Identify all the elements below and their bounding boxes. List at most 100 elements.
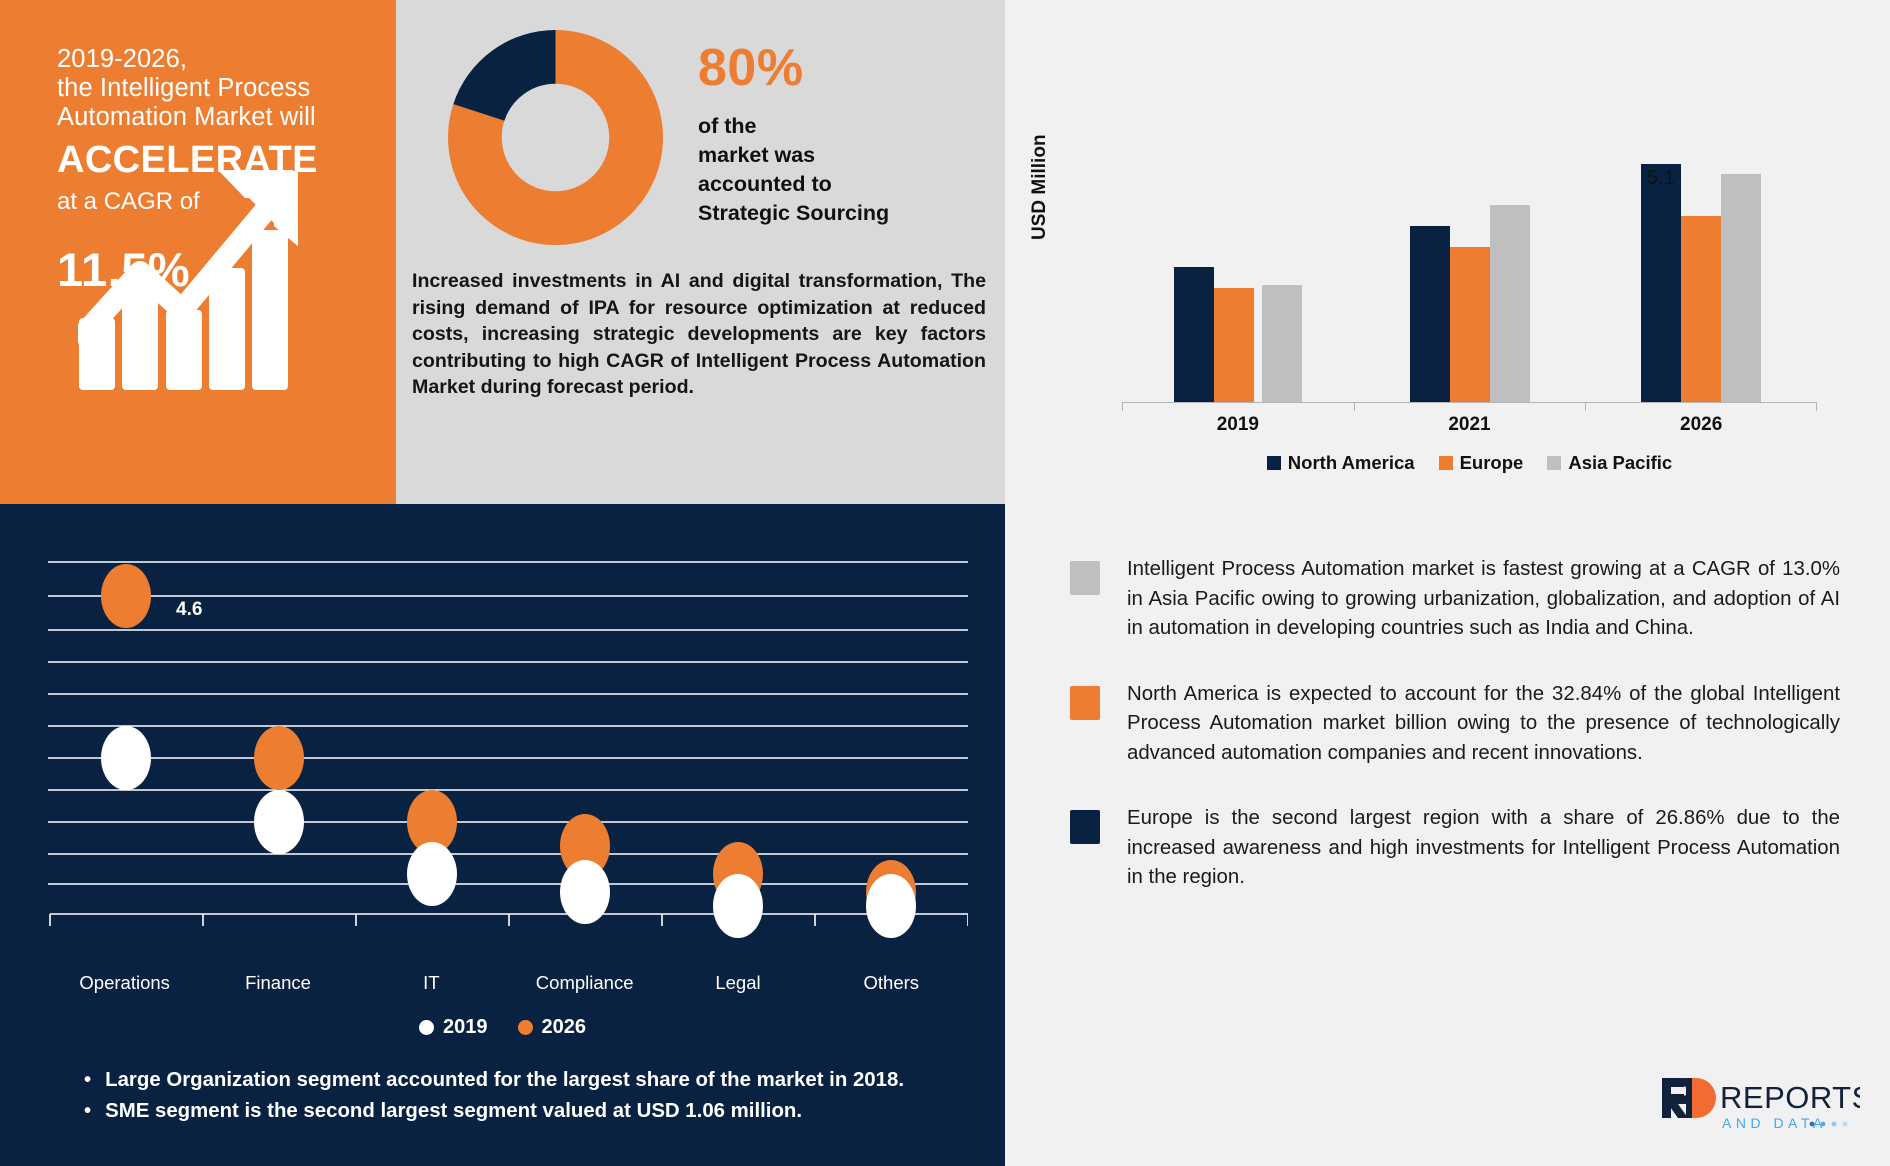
logo-secondary-text: AND DATA xyxy=(1722,1115,1827,1131)
bar-2026-north-america xyxy=(1641,163,1682,402)
regional-bar-chart: USD Million 5.1 xyxy=(1029,112,1837,474)
strategic-sourcing-donut-chart xyxy=(448,30,663,245)
dotplot-category-axis: Operations Finance IT Compliance Legal O… xyxy=(48,972,968,1002)
dotplot-legend-item-2019[interactable]: 2019 xyxy=(419,1016,488,1039)
drivers-paragraph: Increased investments in AI and digital … xyxy=(412,270,986,398)
bar-chart-x-label-2019: 2019 xyxy=(1216,414,1259,435)
bar-chart-x-ticks xyxy=(1122,402,1817,411)
bar-legend-label-north-america: North America xyxy=(1287,452,1415,473)
left-column: 2019-2026, the Intelligent Process Autom… xyxy=(0,0,1005,1166)
bar-legend-item-north-america[interactable]: North America xyxy=(1266,452,1415,474)
list-item: • Large Organization segment accounted f… xyxy=(84,1066,924,1095)
bullet-marker-icon: • xyxy=(84,1099,92,1122)
bar-chart-y-axis-title: USD Million xyxy=(1029,134,1050,240)
bar-legend-item-europe[interactable]: Europe xyxy=(1438,452,1524,474)
donut-panel: 80% of the market was accounted to Strat… xyxy=(396,0,1005,504)
dotplot-legend-label-2026: 2026 xyxy=(541,1016,587,1038)
dot-2026-finance xyxy=(254,726,304,790)
legend-dot-2026-icon xyxy=(517,1020,533,1035)
dot-2019-it xyxy=(407,842,457,906)
dotplot-category-others: Others xyxy=(863,972,920,993)
dot-2026-operations xyxy=(101,564,151,628)
bar-group-2019 xyxy=(1122,112,1354,402)
bar-chart-x-label-2021: 2021 xyxy=(1448,414,1491,435)
bar-2021-north-america xyxy=(1409,225,1450,402)
x-tick-end xyxy=(1816,402,1817,411)
x-tick-start xyxy=(1122,402,1123,411)
bullet-marker-icon: • xyxy=(84,1069,92,1091)
dot-2019-legal xyxy=(713,874,763,938)
dot-2026-it xyxy=(407,790,457,854)
insight-row-north-america: North America is expected to account for… xyxy=(1070,680,1840,769)
dotplot-category-it: IT xyxy=(423,972,440,993)
dotplot-data-label: 4.6 xyxy=(176,599,203,620)
logo-dot-2-icon xyxy=(1820,1121,1826,1127)
x-tick-1 xyxy=(1353,402,1355,411)
cagr-panel: 2019-2026, the Intelligent Process Autom… xyxy=(0,0,396,504)
north-america-swatch xyxy=(1070,685,1100,720)
bar-legend-label-europe: Europe xyxy=(1459,452,1524,473)
bar-chart-x-label-2026: 2026 xyxy=(1680,414,1723,435)
logo-dot-1-icon xyxy=(1809,1121,1815,1127)
application-dotplot-panel: 4.6 Operations Finance IT Compliance Leg… xyxy=(0,504,1005,1166)
bar-2026-asia-pacific xyxy=(1721,174,1762,402)
dot-2019-others xyxy=(866,874,916,938)
percent-block: 80% of the market was accounted to Strat… xyxy=(698,38,988,228)
insight-text-europe: Europe is the second largest region with… xyxy=(1127,807,1840,888)
logo-d-mark-icon xyxy=(1690,1078,1716,1118)
percent-subtext: of the market was accounted to Strategic… xyxy=(698,112,988,228)
list-item: • SME segment is the second largest segm… xyxy=(84,1097,924,1126)
dotplot-legend-label-2019: 2019 xyxy=(443,1016,488,1038)
bar-chart-x-labels: 2019 2021 2026 xyxy=(1122,414,1817,436)
dotplot-legend: 2019 2026 xyxy=(0,1016,1005,1039)
reports-and-data-logo[interactable]: REPORTS AND DATA xyxy=(1660,1072,1860,1134)
segment-bullet-text-1: Large Organization segment accounted for… xyxy=(105,1069,904,1091)
asia-pacific-swatch xyxy=(1070,561,1100,595)
x-tick-2 xyxy=(1585,402,1587,411)
legend-dot-2019-icon xyxy=(419,1020,434,1035)
bar-chart-data-label: 5.1 xyxy=(1647,167,1675,189)
bar-2021-europe xyxy=(1449,246,1490,402)
dotplot-category-legal: Legal xyxy=(715,972,761,993)
bar-chart-legend: North America Europe Asia Pacific xyxy=(1122,452,1817,474)
segment-bullet-list: • Large Organization segment accounted f… xyxy=(84,1066,924,1127)
legend-swatch-north-america-icon xyxy=(1266,456,1281,470)
segment-bullet-text-2: SME segment is the second largest segmen… xyxy=(105,1099,803,1122)
bar-2026-europe xyxy=(1681,215,1722,402)
dotplot-legend-item-2026[interactable]: 2026 xyxy=(517,1016,587,1039)
insight-row-asia-pacific: Intelligent Process Automation market is… xyxy=(1070,555,1840,644)
bar-legend-item-asia-pacific[interactable]: Asia Pacific xyxy=(1547,452,1672,474)
dot-2019-operations xyxy=(101,726,151,790)
legend-swatch-asia-pacific-icon xyxy=(1547,456,1562,470)
insight-row-europe: Europe is the second largest region with… xyxy=(1070,804,1840,893)
insight-text-north-america: North America is expected to account for… xyxy=(1127,682,1840,764)
dotplot-category-finance: Finance xyxy=(245,972,311,993)
cagr-at-label: at a CAGR of xyxy=(57,188,200,215)
percent-subtext-line-3: accounted to xyxy=(698,172,832,196)
bar-chart-plot-area xyxy=(1122,112,1817,402)
growth-arrow-bars-icon xyxy=(78,170,298,390)
percent-value: 80% xyxy=(698,39,804,97)
application-dot-plot-chart xyxy=(48,561,968,938)
cagr-text-block: 2019-2026, the Intelligent Process Autom… xyxy=(57,45,357,298)
bar-group-2026 xyxy=(1585,112,1817,402)
bar-2019-asia-pacific xyxy=(1261,285,1302,402)
dot-2019-compliance xyxy=(560,860,610,924)
dotplot-category-compliance: Compliance xyxy=(535,972,634,993)
cagr-period: 2019-2026, xyxy=(57,45,188,73)
bar-2019-europe xyxy=(1213,288,1254,402)
regional-insights-list: Intelligent Process Automation market is… xyxy=(1070,555,1840,929)
logo-dot-3-icon xyxy=(1831,1121,1837,1127)
logo-primary-text: REPORTS xyxy=(1720,1080,1860,1115)
insight-text-asia-pacific: Intelligent Process Automation market is… xyxy=(1127,558,1840,639)
percent-subtext-line-1: of the xyxy=(698,114,757,138)
bar-2021-asia-pacific xyxy=(1489,205,1530,402)
dot-2026-compliance xyxy=(560,814,610,878)
percent-subtext-line-2: market was xyxy=(698,143,816,167)
bar-group-2021 xyxy=(1354,112,1586,402)
cagr-line-2: the Intelligent Process xyxy=(57,74,311,102)
dotplot-category-operations: Operations xyxy=(79,972,170,993)
cagr-line-3: Automation Market will xyxy=(57,103,316,131)
percent-subtext-line-4: Strategic Sourcing xyxy=(698,201,890,225)
